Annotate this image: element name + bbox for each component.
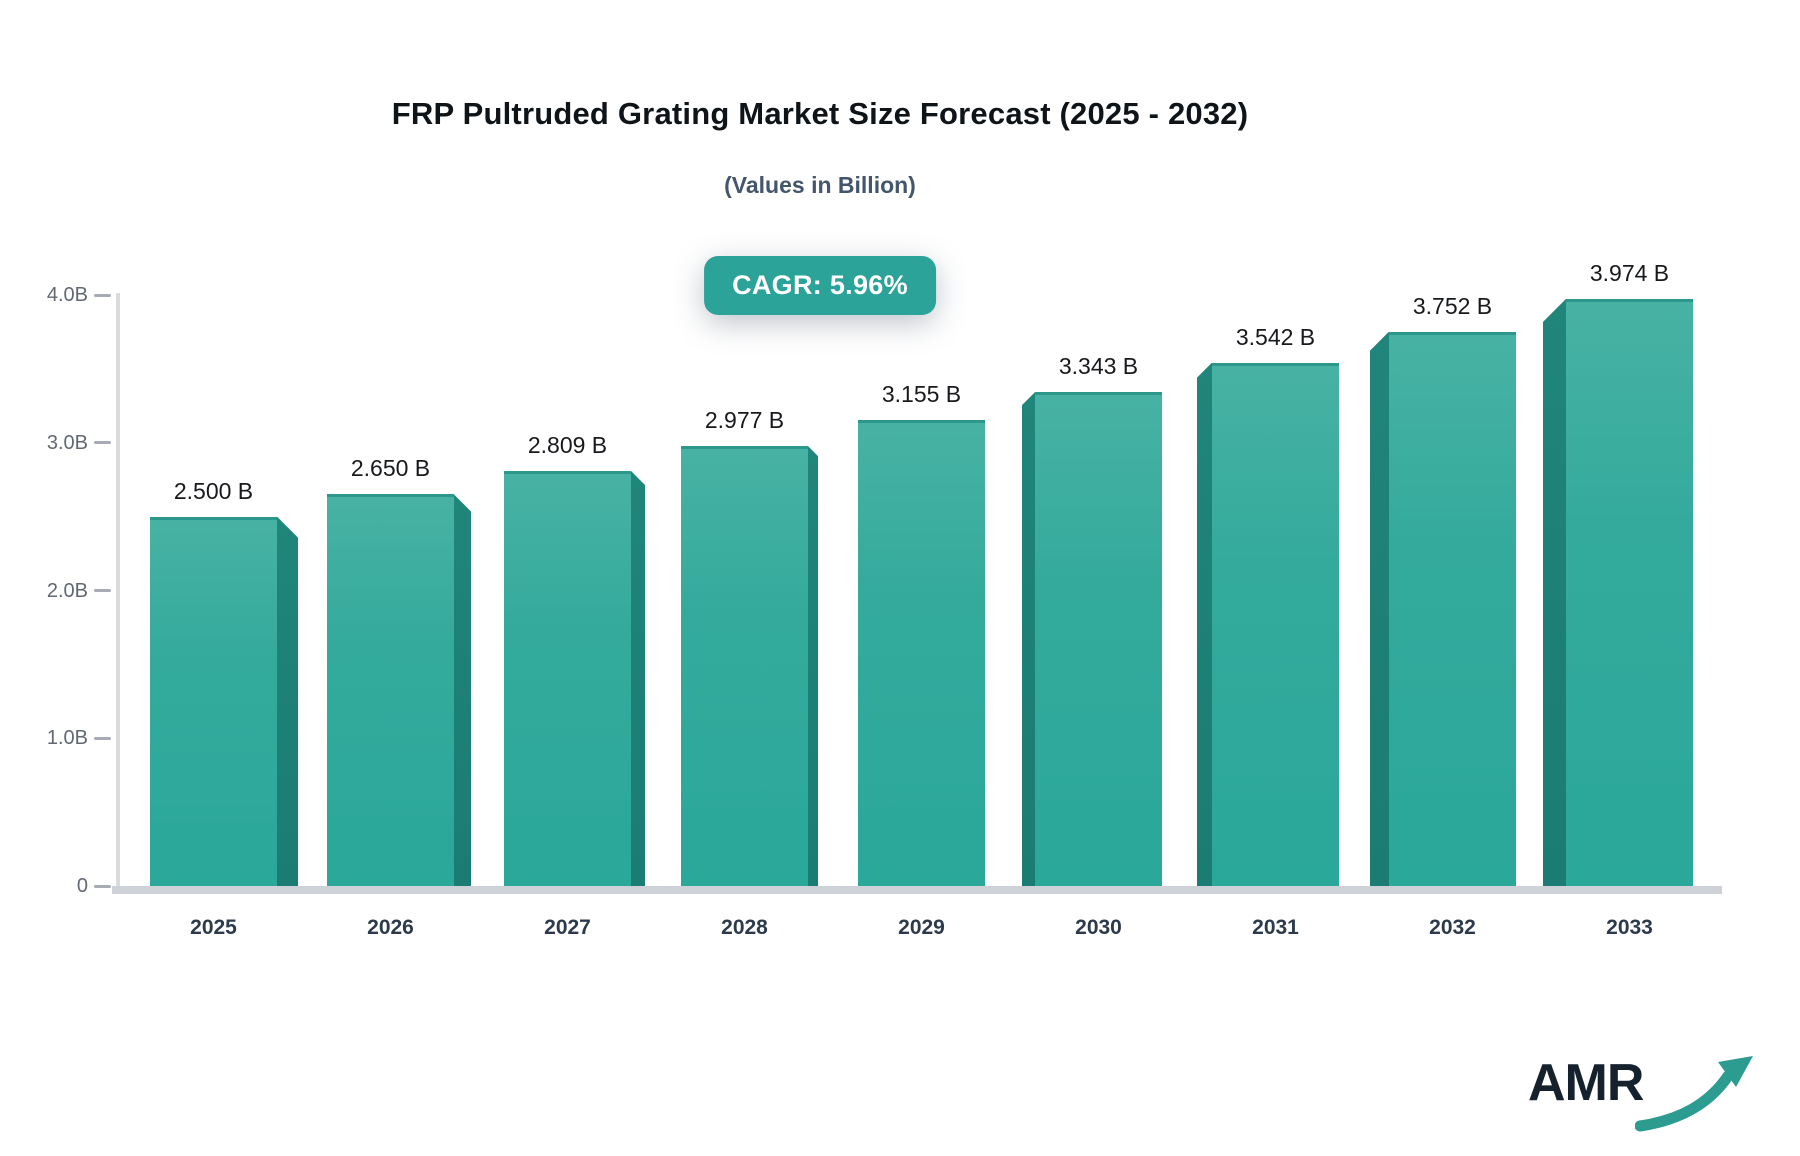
bar-side-shade-2028 bbox=[808, 446, 818, 886]
y-tick-dash bbox=[94, 884, 111, 888]
bar-2028 bbox=[681, 446, 808, 886]
bar-2025 bbox=[150, 516, 277, 886]
chart-title: FRP Pultruded Grating Market Size Foreca… bbox=[391, 96, 1249, 131]
bar-value-label-2029: 3.155 B bbox=[881, 380, 962, 407]
y-tick-label: 4.0B bbox=[46, 284, 88, 306]
x-axis-line bbox=[112, 886, 1722, 894]
bar-value-label-2033: 3.974 B bbox=[1589, 259, 1670, 286]
bar-value-label-2028: 2.977 B bbox=[704, 407, 785, 434]
trend-up-arrow-icon bbox=[1635, 1056, 1754, 1132]
x-axis-label-2031: 2031 bbox=[1252, 916, 1299, 939]
x-axis-label-2026: 2026 bbox=[367, 916, 414, 939]
cagr-badge: CAGR: 5.96% bbox=[704, 256, 936, 315]
bar-2030 bbox=[1035, 392, 1162, 886]
bar-value-label-2026: 2.650 B bbox=[350, 455, 431, 482]
logo-text: AMR bbox=[1528, 1054, 1644, 1112]
x-axis-label-2028: 2028 bbox=[721, 916, 768, 939]
y-tick-dash bbox=[94, 736, 111, 740]
y-tick-dash bbox=[94, 293, 111, 297]
y-axis-line bbox=[116, 293, 120, 886]
bar-2029 bbox=[858, 419, 985, 886]
y-tick-dash bbox=[94, 441, 111, 445]
y-tick-dash bbox=[94, 589, 111, 592]
bar-2027 bbox=[504, 470, 631, 886]
x-axis-label-2027: 2027 bbox=[544, 916, 591, 939]
y-tick-label: 0 bbox=[76, 875, 88, 897]
bar-value-label-2031: 3.542 B bbox=[1235, 323, 1316, 350]
x-axis-label-2033: 2033 bbox=[1606, 916, 1653, 939]
bar-side-shade-2026 bbox=[454, 494, 471, 886]
bar-value-label-2032: 3.752 B bbox=[1412, 292, 1493, 319]
y-tick-label: 2.0B bbox=[46, 579, 88, 602]
x-axis-label-2032: 2032 bbox=[1429, 916, 1476, 939]
amr-logo: AMR bbox=[1528, 1048, 1755, 1134]
bar-value-label-2030: 3.343 B bbox=[1058, 353, 1139, 380]
y-tick-label: 3.0B bbox=[46, 431, 88, 454]
bar-side-shade-2025 bbox=[277, 516, 298, 886]
x-axis-label-2025: 2025 bbox=[190, 916, 237, 939]
bar-value-label-2027: 2.809 B bbox=[527, 431, 608, 458]
bar-side-shade-2033 bbox=[1543, 298, 1566, 886]
y-tick-label: 1.0B bbox=[46, 727, 88, 750]
bar-2032 bbox=[1389, 331, 1516, 886]
bar-side-shade-2032 bbox=[1370, 331, 1389, 886]
bar-2033 bbox=[1566, 298, 1693, 886]
x-axis-label-2030: 2030 bbox=[1075, 916, 1122, 939]
bar-side-shade-2031 bbox=[1197, 362, 1212, 886]
bar-side-shade-2030 bbox=[1022, 392, 1035, 886]
bar-side-shade-2027 bbox=[631, 470, 645, 886]
bar-2031 bbox=[1212, 362, 1339, 886]
bar-2026 bbox=[327, 494, 454, 886]
chart-subtitle: (Values in Billion) bbox=[724, 172, 916, 198]
bar-value-label-2025: 2.500 B bbox=[173, 477, 254, 504]
x-axis-label-2029: 2029 bbox=[898, 916, 945, 939]
